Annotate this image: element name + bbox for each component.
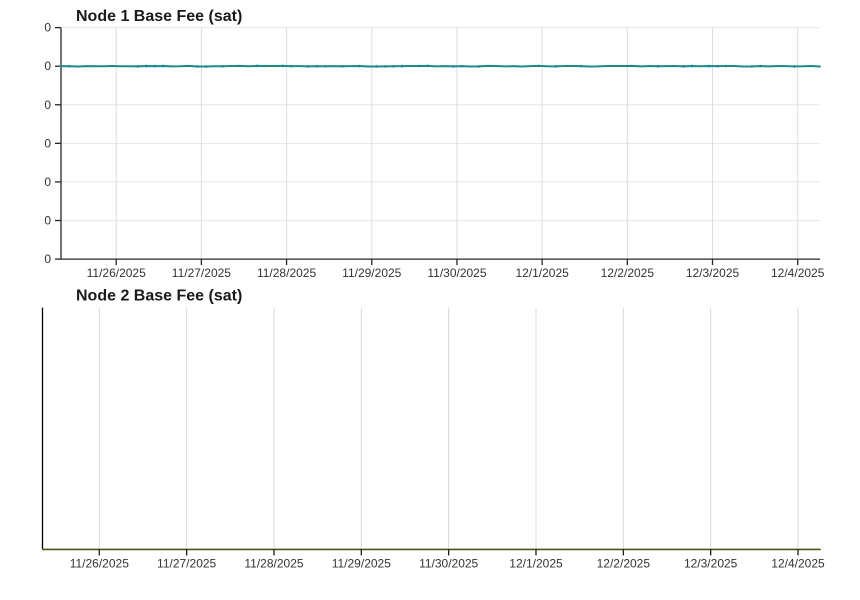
svg-text:12/1/2025: 12/1/2025 — [515, 266, 569, 280]
svg-text:0: 0 — [44, 175, 51, 189]
svg-text:11/28/2025: 11/28/2025 — [257, 266, 316, 280]
svg-text:Node 1 Base Fee (sat): Node 1 Base Fee (sat) — [76, 8, 242, 25]
svg-text:12/2/2025: 12/2/2025 — [601, 266, 655, 280]
svg-text:12/1/2025: 12/1/2025 — [509, 556, 563, 570]
svg-text:0: 0 — [44, 98, 51, 112]
svg-text:12/2/2025: 12/2/2025 — [597, 556, 651, 570]
svg-text:0: 0 — [44, 214, 51, 228]
svg-text:Node 2 Base Fee (sat): Node 2 Base Fee (sat) — [76, 288, 242, 305]
svg-text:11/26/2025: 11/26/2025 — [87, 266, 146, 280]
svg-text:0: 0 — [44, 21, 51, 35]
svg-text:11/26/2025: 11/26/2025 — [70, 556, 129, 570]
svg-text:0: 0 — [44, 252, 51, 266]
svg-text:0: 0 — [44, 59, 51, 73]
svg-text:11/28/2025: 11/28/2025 — [244, 556, 303, 570]
svg-text:0: 0 — [44, 136, 51, 150]
svg-text:12/3/2025: 12/3/2025 — [686, 266, 740, 280]
svg-text:11/27/2025: 11/27/2025 — [172, 266, 231, 280]
svg-text:12/3/2025: 12/3/2025 — [684, 556, 738, 570]
svg-text:11/29/2025: 11/29/2025 — [332, 556, 391, 570]
svg-text:11/27/2025: 11/27/2025 — [157, 556, 216, 570]
svg-text:11/30/2025: 11/30/2025 — [419, 556, 478, 570]
svg-text:11/29/2025: 11/29/2025 — [342, 266, 401, 280]
svg-text:12/4/2025: 12/4/2025 — [771, 556, 825, 570]
svg-text:11/30/2025: 11/30/2025 — [427, 266, 486, 280]
svg-text:12/4/2025: 12/4/2025 — [771, 266, 825, 280]
